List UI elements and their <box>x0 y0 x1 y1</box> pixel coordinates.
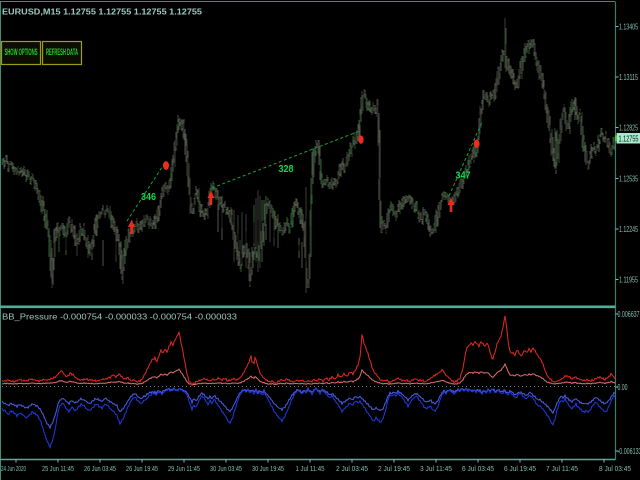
svg-text:6 Jul 03:45: 6 Jul 03:45 <box>462 464 494 473</box>
svg-text:7 Jul 11:45: 7 Jul 11:45 <box>546 464 578 473</box>
svg-text:26 Jun 03:45: 26 Jun 03:45 <box>84 464 116 473</box>
svg-text:1.12245: 1.12245 <box>619 225 638 234</box>
svg-text:328: 328 <box>279 164 294 175</box>
svg-text:3 Jul 11:45: 3 Jul 11:45 <box>420 464 452 473</box>
svg-text:347: 347 <box>456 171 471 182</box>
svg-text:24 Jun 2020: 24 Jun 2020 <box>1 464 26 473</box>
svg-text:25 Jun 11:45: 25 Jun 11:45 <box>42 464 74 473</box>
svg-text:2 Jul 03:45: 2 Jul 03:45 <box>336 464 368 473</box>
svg-text:BB_Pressure -0.000754 -0.00003: BB_Pressure -0.000754 -0.000033 -0.00075… <box>2 313 238 322</box>
svg-text:0.00: 0.00 <box>618 383 628 392</box>
svg-text:8 Jul 03:45: 8 Jul 03:45 <box>599 464 631 473</box>
svg-text:26 Jun 19:45: 26 Jun 19:45 <box>126 464 158 473</box>
svg-text:1 Jul 11:45: 1 Jul 11:45 <box>296 464 325 473</box>
svg-text:2 Jul 19:45: 2 Jul 19:45 <box>378 464 410 473</box>
svg-text:REFRESH DATA: REFRESH DATA <box>46 47 78 57</box>
svg-text:0.006637: 0.006637 <box>618 310 640 319</box>
svg-text:1.13405: 1.13405 <box>619 23 638 32</box>
svg-text:-0.006133: -0.006133 <box>618 447 640 456</box>
svg-text:1.12755: 1.12755 <box>619 135 639 144</box>
svg-text:EURUSD,M15 1.12755 1.12755 1.1: EURUSD,M15 1.12755 1.12755 1.12755 1.127… <box>2 8 203 17</box>
svg-text:1.12825: 1.12825 <box>619 124 638 133</box>
svg-text:346: 346 <box>141 192 156 203</box>
svg-text:1.13115: 1.13115 <box>619 73 638 82</box>
svg-text:1.11955: 1.11955 <box>619 276 638 285</box>
svg-text:SHOW OPTIONS: SHOW OPTIONS <box>5 47 38 57</box>
svg-text:29 Jun 11:45: 29 Jun 11:45 <box>168 464 200 473</box>
svg-text:6 Jul 19:45: 6 Jul 19:45 <box>504 464 536 473</box>
svg-text:30 Jun 19:45: 30 Jun 19:45 <box>252 464 284 473</box>
svg-text:30 Jun 03:45: 30 Jun 03:45 <box>210 464 242 473</box>
svg-text:1.12535: 1.12535 <box>619 175 638 184</box>
